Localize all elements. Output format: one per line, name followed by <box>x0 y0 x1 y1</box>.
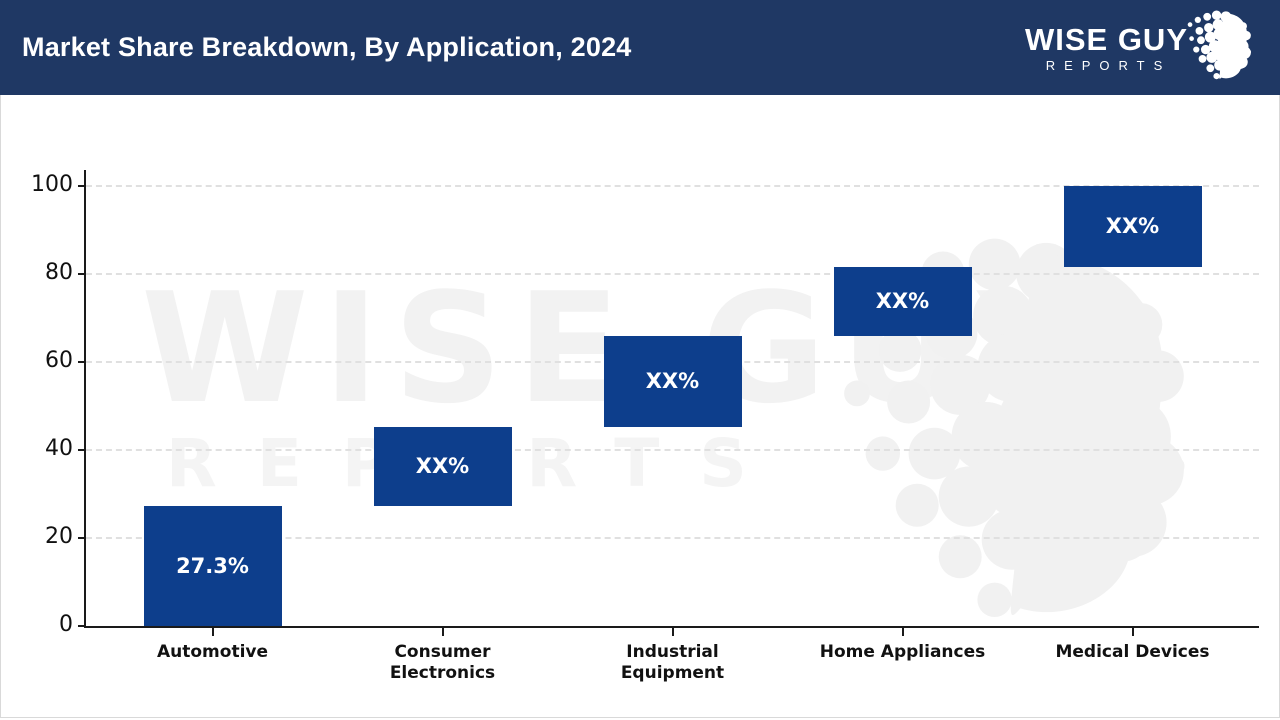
y-axis-tickmark <box>78 625 86 627</box>
chart-title: Market Share Breakdown, By Application, … <box>22 32 632 62</box>
x-axis-tickmark <box>211 628 214 636</box>
y-axis-tick-label: 40 <box>45 436 73 461</box>
x-axis-category-label: Consumer Electronics <box>389 642 496 684</box>
y-axis-tick-label: 0 <box>59 612 73 637</box>
x-axis-category-label: Medical Devices <box>1055 642 1210 662</box>
bar-value-label: XX% <box>1105 214 1160 239</box>
logo-subtitle: REPORTS <box>1045 57 1172 73</box>
gridline <box>86 449 1259 451</box>
x-axis-category-label: Home Appliances <box>819 642 986 662</box>
dotted-head-icon <box>1187 10 1252 79</box>
watermark-head-icon <box>835 238 1185 617</box>
bar-value-label: XX% <box>875 289 930 314</box>
x-axis-tickmark <box>671 628 674 636</box>
header-bar: Market Share Breakdown, By Application, … <box>0 0 1280 95</box>
gridline <box>86 537 1259 539</box>
bar-value-label: XX% <box>415 454 470 479</box>
y-axis-tickmark <box>78 449 86 451</box>
y-axis-line <box>84 170 86 628</box>
wise-guy-logo: WISE GUY REPORTS <box>1025 7 1254 89</box>
bar-segment: XX% <box>1063 186 1202 267</box>
chart-canvas: WISE GUY REPORTS 02040608010027.3%Automo… <box>0 95 1280 718</box>
gridline <box>86 273 1259 275</box>
y-axis-tickmark <box>78 361 86 363</box>
plot-area: 0 20 40 60 80 100 27.3% Automotive XX% Consumer E… <box>1 95 1280 718</box>
bar-segment: XX% <box>603 336 742 427</box>
logo-wordmark: WISE GUY <box>1024 21 1188 57</box>
bar-segment: XX% <box>373 426 512 506</box>
y-axis-tick-label: 60 <box>45 348 73 373</box>
y-axis-tick-label: 20 <box>45 524 73 549</box>
x-axis-tickmark <box>441 628 444 636</box>
bar-segment: 27.3% <box>143 505 282 626</box>
y-axis-tickmark <box>78 537 86 539</box>
bar-segment: XX% <box>833 266 972 337</box>
y-axis-tickmark <box>78 185 86 187</box>
y-axis-tick-label: 100 <box>31 172 73 197</box>
y-axis-tickmark <box>78 273 86 275</box>
x-axis-line <box>84 626 1259 628</box>
y-axis-tick-label: 80 <box>45 260 73 285</box>
x-axis-tickmark <box>1131 628 1134 636</box>
gridline <box>86 185 1259 187</box>
x-axis-tickmark <box>901 628 904 636</box>
bar-value-label: 27.3% <box>176 553 249 578</box>
x-axis-category-label: Automotive <box>156 642 269 662</box>
bar-value-label: XX% <box>645 369 700 394</box>
x-axis-category-label: Industrial Equipment <box>620 642 725 684</box>
